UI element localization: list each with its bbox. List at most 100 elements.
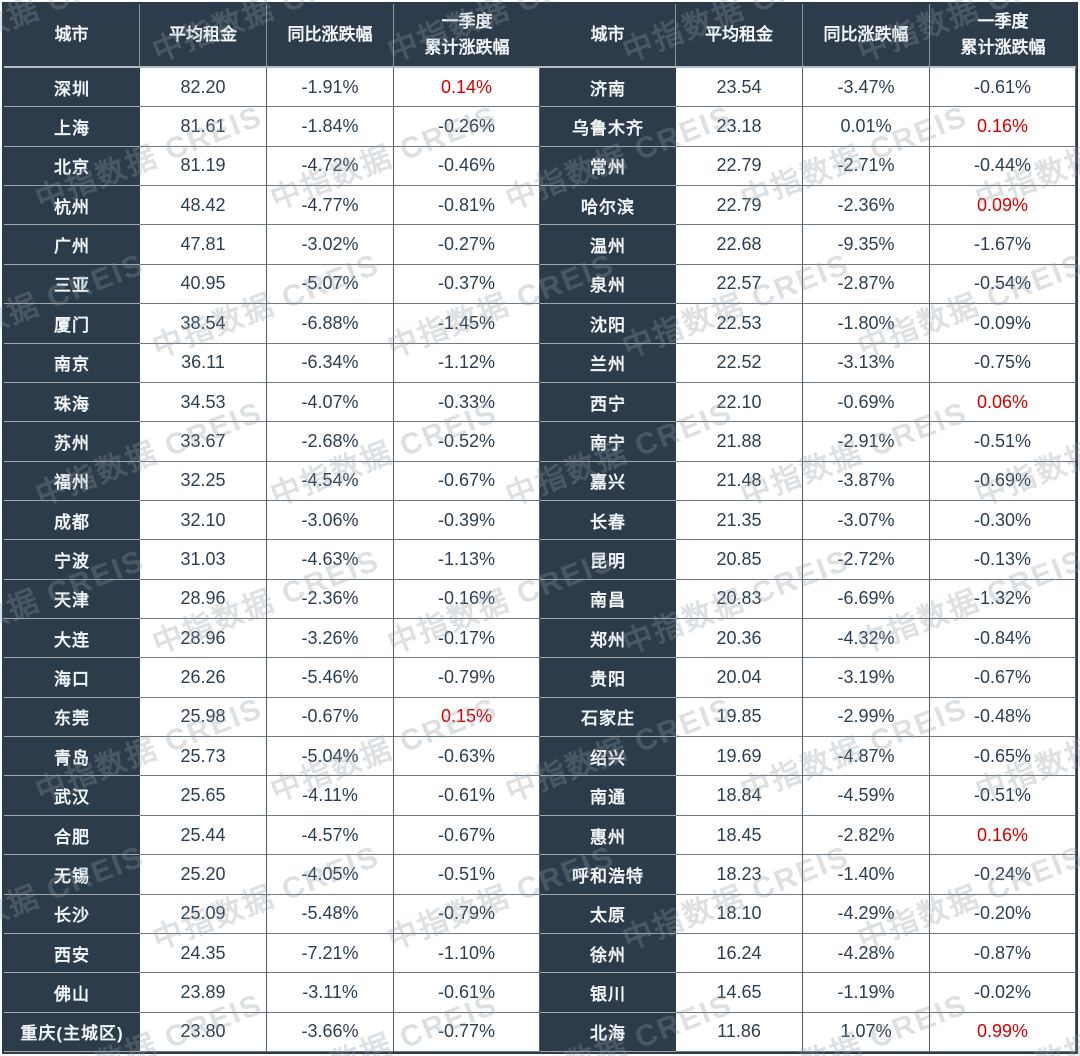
q1-cell: -0.67%	[394, 461, 540, 501]
yoy-cell: -4.57%	[267, 815, 395, 856]
city-cell: 南通	[539, 776, 676, 816]
rent-cell: 22.57	[675, 264, 804, 305]
city-cell: 成都	[4, 500, 140, 541]
header-city-left: 城市	[4, 4, 140, 68]
rent-cell: 22.10	[675, 382, 804, 423]
yoy-cell: -6.34%	[267, 343, 395, 383]
rent-cell: 33.67	[139, 422, 268, 462]
q1-cell: -1.45%	[394, 304, 540, 344]
header-city-label: 城市	[54, 24, 89, 44]
yoy-cell: -2.71%	[803, 146, 931, 187]
yoy-cell: -1.40%	[803, 855, 931, 895]
q1-cell: -0.20%	[930, 894, 1076, 934]
yoy-cell: -5.48%	[267, 894, 395, 934]
yoy-cell: -3.06%	[267, 500, 395, 541]
q1-cell: -0.39%	[394, 500, 540, 541]
yoy-cell: -3.87%	[803, 461, 931, 501]
yoy-cell: -3.02%	[267, 225, 395, 265]
yoy-cell: 0.01%	[803, 107, 931, 147]
city-cell: 嘉兴	[539, 461, 676, 501]
q1-cell: 0.15%	[394, 697, 540, 738]
header-yoy-right: 同比涨跌幅	[803, 4, 931, 68]
header-yoy-left: 同比涨跌幅	[267, 4, 395, 68]
q1-cell: -0.81%	[394, 186, 540, 226]
city-cell: 杭州	[4, 186, 140, 226]
q1-cell: 0.99%	[930, 1012, 1076, 1052]
yoy-cell: -4.54%	[267, 461, 395, 501]
city-cell: 西安	[4, 933, 140, 974]
q1-cell: -0.37%	[394, 264, 540, 305]
city-cell: 温州	[539, 225, 676, 265]
yoy-cell: -2.68%	[267, 422, 395, 462]
q1-cell: 0.06%	[930, 382, 1076, 423]
rent-cell: 22.52	[675, 343, 804, 383]
yoy-cell: -2.91%	[803, 422, 931, 462]
q1-cell: -0.69%	[930, 461, 1076, 501]
q1-cell: -1.13%	[394, 540, 540, 580]
yoy-cell: -4.07%	[267, 382, 395, 423]
q1-cell: -0.54%	[930, 264, 1076, 305]
city-cell: 福州	[4, 461, 140, 501]
city-cell: 深圳	[4, 68, 140, 108]
rent-cell: 26.26	[139, 658, 268, 698]
yoy-cell: -4.29%	[803, 894, 931, 934]
header-rent-left: 平均租金	[139, 4, 268, 68]
header-yoy-label: 同比涨跌幅	[823, 24, 909, 44]
rent-cell: 21.48	[675, 461, 804, 501]
q1-cell: -0.16%	[394, 579, 540, 620]
q1-cell: -0.30%	[930, 500, 1076, 541]
rent-cell: 25.44	[139, 815, 268, 856]
rent-cell: 24.35	[139, 933, 268, 974]
city-cell: 银川	[539, 973, 676, 1013]
header-q1-left: 一季度 累计涨跌幅	[394, 4, 540, 68]
rent-cell: 25.20	[139, 855, 268, 895]
q1-cell: -0.17%	[394, 619, 540, 659]
city-cell: 沈阳	[539, 304, 676, 344]
q1-cell: 0.16%	[930, 107, 1076, 147]
yoy-cell: -4.63%	[267, 540, 395, 580]
rent-cell: 18.23	[675, 855, 804, 895]
rent-cell: 14.65	[675, 973, 804, 1013]
q1-cell: -0.09%	[930, 304, 1076, 344]
rent-cell: 25.98	[139, 697, 268, 738]
header-q1-line1: 一季度	[977, 11, 1029, 31]
q1-cell: -0.33%	[394, 382, 540, 423]
header-q1-line1: 一季度	[441, 11, 493, 31]
q1-cell: -0.46%	[394, 146, 540, 187]
city-cell: 珠海	[4, 382, 140, 423]
rent-cell: 21.88	[675, 422, 804, 462]
q1-cell: -1.12%	[394, 343, 540, 383]
city-cell: 南宁	[539, 422, 676, 462]
rent-cell: 23.89	[139, 973, 268, 1013]
yoy-cell: -3.47%	[803, 68, 931, 108]
yoy-cell: -3.07%	[803, 500, 931, 541]
city-cell: 三亚	[4, 264, 140, 305]
q1-cell: -0.61%	[394, 973, 540, 1013]
header-q1-right: 一季度 累计涨跌幅	[930, 4, 1076, 68]
city-cell: 乌鲁木齐	[539, 107, 676, 147]
rent-cell: 22.79	[675, 186, 804, 226]
q1-cell: -0.27%	[394, 225, 540, 265]
header-rent-right: 平均租金	[675, 4, 804, 68]
city-cell: 长春	[539, 500, 676, 541]
rent-cell: 28.96	[139, 579, 268, 620]
city-cell: 石家庄	[539, 697, 676, 738]
q1-cell: -0.77%	[394, 1012, 540, 1052]
q1-cell: -1.32%	[930, 579, 1076, 620]
rent-cell: 19.85	[675, 697, 804, 738]
q1-cell: -0.67%	[394, 815, 540, 856]
header-city-label: 城市	[590, 24, 625, 44]
rent-cell: 11.86	[675, 1012, 804, 1052]
city-cell: 广州	[4, 225, 140, 265]
rent-cell: 81.19	[139, 146, 268, 187]
city-cell: 北京	[4, 146, 140, 187]
rent-cell: 20.85	[675, 540, 804, 580]
rent-cell: 82.20	[139, 68, 268, 108]
yoy-cell: -5.04%	[267, 737, 395, 777]
yoy-cell: -4.28%	[803, 933, 931, 974]
yoy-cell: -3.66%	[267, 1012, 395, 1052]
rent-cell: 38.54	[139, 304, 268, 344]
city-cell: 合肥	[4, 815, 140, 856]
city-cell: 天津	[4, 579, 140, 620]
